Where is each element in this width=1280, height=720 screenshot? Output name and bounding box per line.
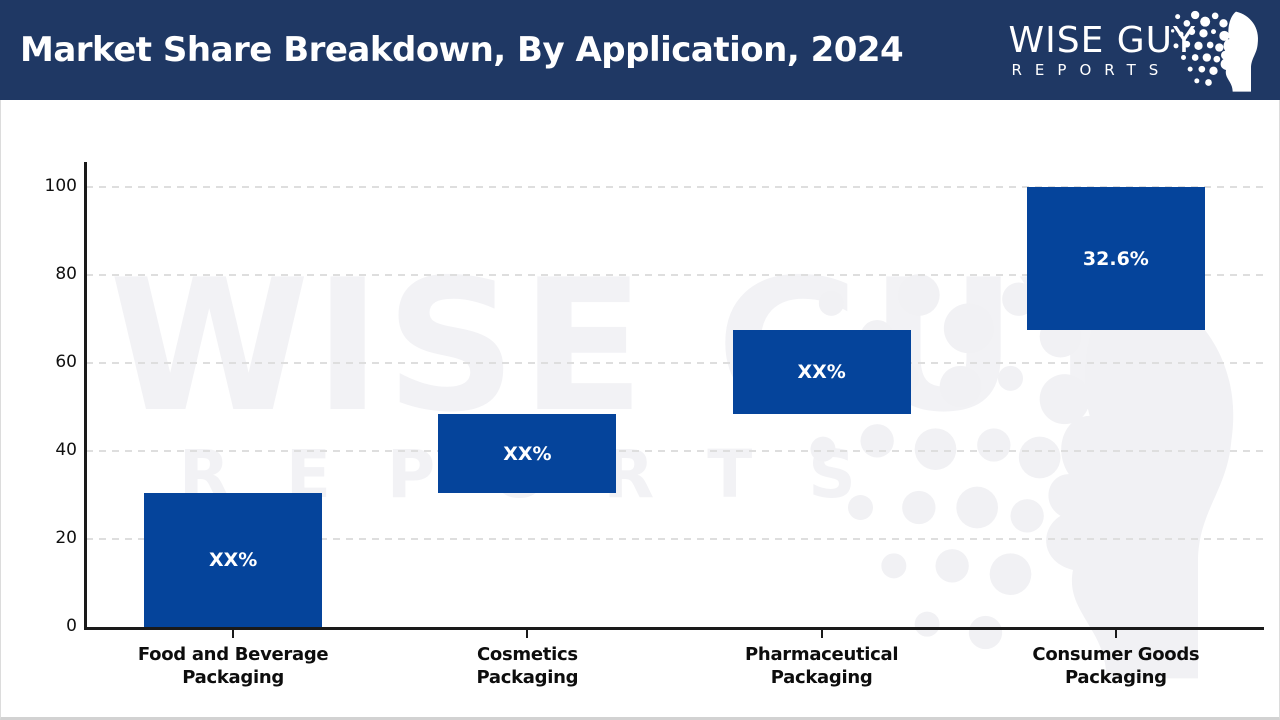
logo-subtitle: REPORTS bbox=[1011, 60, 1172, 79]
gridline-40 bbox=[86, 450, 1263, 452]
logo-head-icon bbox=[1171, 10, 1259, 92]
category-label-cosmetics-packaging: Cosmetics Packaging bbox=[367, 643, 687, 689]
category-label-consumer-goods-packaging: Consumer Goods Packaging bbox=[956, 643, 1276, 689]
y-tick-label-100: 100 bbox=[44, 176, 77, 196]
page-title: Market Share Breakdown, By Application, … bbox=[20, 30, 904, 70]
category-label-line: Cosmetics bbox=[477, 644, 578, 665]
gridline-80 bbox=[86, 274, 1263, 276]
x-tick-consumer-goods-packaging bbox=[1114, 630, 1117, 638]
category-label-line: Packaging bbox=[770, 667, 873, 688]
x-tick-food-and-beverage-packaging bbox=[232, 630, 235, 638]
category-label-line: Packaging bbox=[476, 667, 579, 688]
category-label-line: Pharmaceutical bbox=[745, 644, 899, 665]
logo-wordmark: WISE GUY bbox=[1008, 19, 1196, 61]
bar-pharmaceutical-packaging: XX% bbox=[732, 330, 911, 415]
category-label-pharmaceutical-packaging: Pharmaceutical Packaging bbox=[662, 643, 982, 689]
y-tick-label-40: 40 bbox=[55, 440, 77, 460]
bar-value-label: XX% bbox=[208, 549, 258, 572]
category-label-line: Packaging bbox=[182, 667, 284, 688]
header-bar: Market Share Breakdown, By Application, … bbox=[0, 0, 1280, 100]
x-tick-pharmaceutical-packaging bbox=[820, 630, 823, 638]
gridline-60 bbox=[86, 362, 1263, 364]
y-tick-label-20: 20 bbox=[55, 528, 77, 548]
bar-food-and-beverage-packaging: XX% bbox=[144, 493, 323, 627]
y-tick-label-80: 80 bbox=[55, 264, 77, 284]
bar-value-label: XX% bbox=[797, 361, 846, 384]
y-tick-label-0: 0 bbox=[66, 616, 77, 636]
category-label-line: Food and Beverage bbox=[137, 644, 329, 665]
bar-consumer-goods-packaging: 32.6% bbox=[1026, 187, 1205, 331]
category-label-line: Packaging bbox=[1065, 667, 1167, 688]
category-label-line: Consumer Goods bbox=[1032, 644, 1200, 665]
y-axis-line bbox=[84, 162, 87, 630]
gridline-100 bbox=[86, 186, 1263, 188]
x-axis-line bbox=[84, 627, 1264, 630]
bar-cosmetics-packaging: XX% bbox=[438, 414, 617, 494]
logo-text: WISE GUY REPORTS bbox=[1008, 19, 1197, 79]
y-tick-label-60: 60 bbox=[55, 352, 77, 372]
bar-value-label: 32.6% bbox=[1082, 247, 1149, 270]
gridline-20 bbox=[86, 538, 1263, 540]
category-label-food-and-beverage-packaging: Food and Beverage Packaging bbox=[73, 643, 393, 689]
x-tick-cosmetics-packaging bbox=[526, 630, 529, 638]
bar-value-label: XX% bbox=[503, 442, 552, 465]
wiseguy-logo: WISE GUY REPORTS bbox=[1009, 8, 1267, 92]
